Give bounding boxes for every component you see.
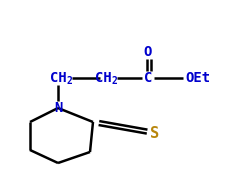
Text: CH: CH <box>50 71 66 85</box>
Text: 2: 2 <box>111 76 117 86</box>
Text: O: O <box>144 45 152 59</box>
Text: 2: 2 <box>66 76 72 86</box>
Text: CH: CH <box>95 71 111 85</box>
Text: C: C <box>144 71 152 85</box>
Text: S: S <box>150 125 160 141</box>
Text: OEt: OEt <box>185 71 210 85</box>
Text: N: N <box>54 101 62 115</box>
